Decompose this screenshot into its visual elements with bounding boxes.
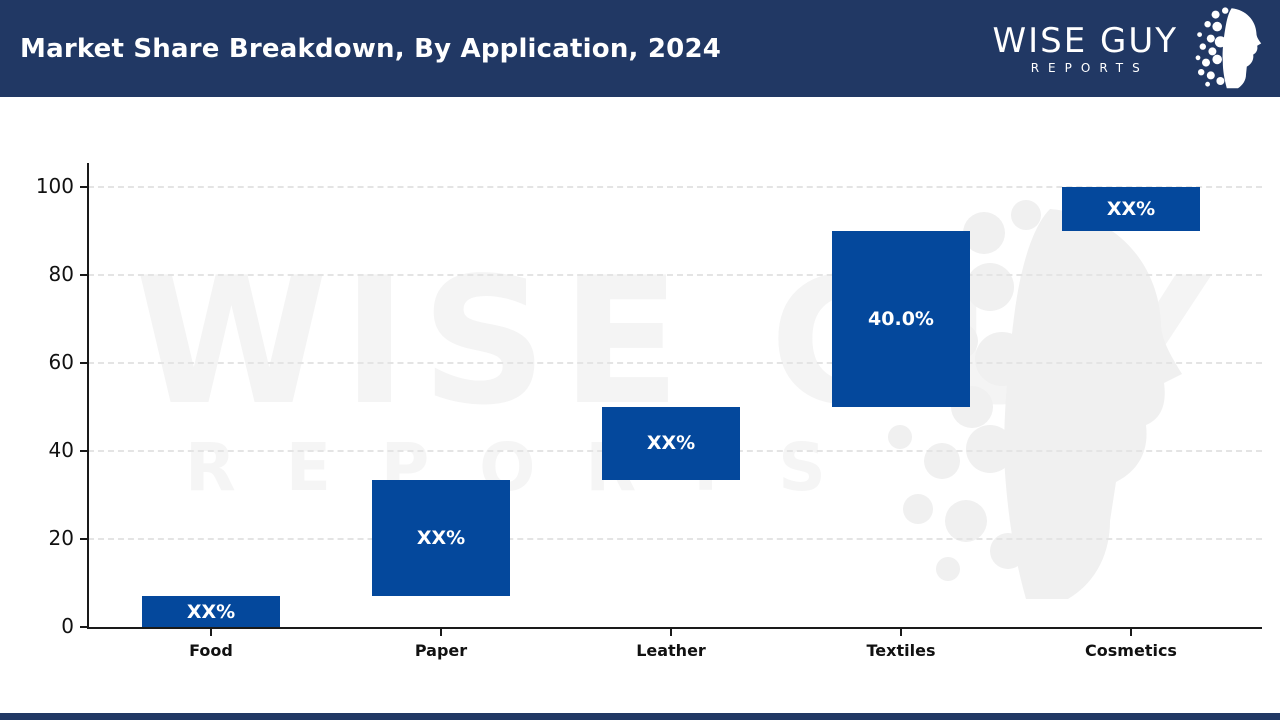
y-axis-tick-mark xyxy=(80,626,88,628)
category-label-food: Food xyxy=(189,641,233,660)
logo-text: WISE GUY REPORTS xyxy=(992,24,1178,74)
y-axis-tick-label: 100 xyxy=(35,174,74,198)
y-axis-tick-label: 80 xyxy=(48,262,74,286)
y-axis-tick-mark xyxy=(80,186,88,188)
bar-value-label: XX% xyxy=(186,600,236,623)
y-axis-tick-label: 40 xyxy=(48,438,74,462)
gridline-20 xyxy=(88,538,1262,540)
bar-value-label: XX% xyxy=(646,432,696,455)
bar-paper: XX% xyxy=(372,479,510,597)
bar-food: XX% xyxy=(142,596,280,627)
bar-value-label: XX% xyxy=(1106,198,1156,220)
bar-leather: XX% xyxy=(602,407,740,480)
logo-wise-guy-label: WISE GUY xyxy=(992,20,1178,61)
category-label-leather: Leather xyxy=(636,641,706,660)
y-axis-tick-mark xyxy=(80,274,88,276)
chart-title: Market Share Breakdown, By Application, … xyxy=(20,33,722,64)
x-axis-tick-mark xyxy=(210,629,212,636)
bar-value-label: XX% xyxy=(416,526,466,549)
x-axis-tick-mark xyxy=(900,629,902,636)
y-axis-tick-mark xyxy=(80,450,88,452)
x-axis-tick-mark xyxy=(1130,629,1132,636)
y-axis-tick-mark xyxy=(80,538,88,540)
gridline-100 xyxy=(88,186,1262,188)
category-label-textiles: Textiles xyxy=(866,641,936,660)
bar-cosmetics: XX% xyxy=(1062,187,1200,231)
bar-textiles: 40.0% xyxy=(832,231,970,407)
gridline-60 xyxy=(88,362,1262,364)
logo-reports-label: REPORTS xyxy=(1030,60,1149,75)
y-axis-tick-label: 0 xyxy=(61,614,74,638)
header-bar: Market Share Breakdown, By Application, … xyxy=(0,0,1280,97)
logo-head-icon xyxy=(1182,5,1270,93)
x-axis-tick-mark xyxy=(670,629,672,636)
category-label-cosmetics: Cosmetics xyxy=(1085,641,1177,660)
x-axis-line xyxy=(87,627,1262,629)
y-axis-tick-label: 20 xyxy=(48,526,74,550)
category-label-paper: Paper xyxy=(414,641,468,660)
wise-guy-reports-logo: WISE GUY REPORTS xyxy=(992,5,1270,93)
x-axis-tick-mark xyxy=(440,629,442,636)
y-axis-tick-mark xyxy=(80,362,88,364)
y-axis-line xyxy=(87,163,89,629)
y-axis-tick-label: 60 xyxy=(48,350,74,374)
gridline-80 xyxy=(88,274,1262,276)
bar-value-label: 40.0% xyxy=(868,308,934,330)
footer-bar xyxy=(0,713,1280,720)
